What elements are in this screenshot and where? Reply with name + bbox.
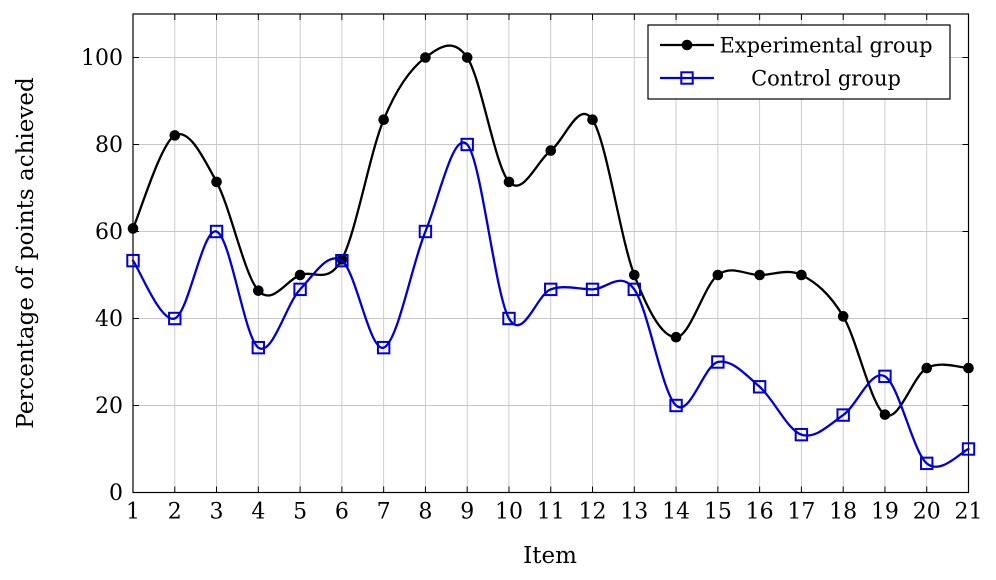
x-tick-label: 6: [335, 500, 349, 525]
x-tick-label: 8: [418, 500, 432, 525]
y-tick-label: 100: [81, 46, 123, 71]
legend-label: Experimental group: [719, 34, 932, 58]
marker-filled-circle: [670, 331, 682, 343]
y-axis-label: Percentage of points achieved: [13, 77, 39, 429]
x-tick-label: 21: [955, 500, 983, 525]
x-axis-label: Item: [523, 543, 577, 569]
marker-open-square: [168, 311, 182, 326]
y-tick-label: 20: [95, 394, 123, 419]
marker-open-square: [293, 282, 307, 297]
legend-marker-open-square: [680, 71, 694, 85]
y-tick-label: 80: [95, 133, 123, 158]
x-tick-label: 2: [168, 500, 182, 525]
marker-filled-circle: [754, 269, 765, 281]
marker-filled-circle: [503, 176, 515, 188]
marker-filled-circle: [963, 362, 974, 374]
x-tick-label: 1: [126, 500, 140, 525]
y-tick-label: 0: [109, 481, 123, 506]
marker-filled-circle: [253, 285, 264, 296]
marker-filled-circle: [211, 176, 222, 188]
marker-filled-circle: [169, 130, 181, 141]
x-tick-label: 18: [829, 500, 857, 525]
x-tick-label: 9: [460, 500, 474, 525]
marker-open-square: [669, 398, 683, 413]
marker-open-square: [376, 340, 391, 355]
marker-open-square: [961, 442, 976, 456]
x-tick-label: 12: [579, 500, 607, 525]
legend: Experimental group Control group: [647, 24, 951, 100]
x-tick-label: 14: [662, 500, 690, 525]
legend-box: [647, 24, 951, 100]
marker-filled-circle: [837, 311, 849, 322]
marker-filled-circle: [545, 145, 557, 156]
marker-filled-circle: [461, 52, 473, 63]
marker-filled-circle: [378, 114, 389, 126]
legend-entry-control-group: Control group: [660, 67, 901, 91]
marker-open-square: [585, 282, 600, 297]
y-tick-label: 60: [95, 220, 123, 245]
x-tick-label: 5: [293, 500, 307, 525]
marker-filled-circle: [921, 362, 933, 374]
legend-label: Control group: [751, 67, 901, 91]
x-tick-label: 4: [251, 500, 265, 525]
series-control-group: [126, 137, 976, 471]
legend-marker-filled-circle: [681, 39, 693, 51]
x-tick-label: 7: [377, 500, 391, 525]
marker-open-square: [418, 224, 433, 239]
marker-open-square: [711, 355, 725, 369]
marker-open-square: [544, 282, 558, 297]
x-tick-label: 17: [787, 500, 815, 525]
marker-open-square: [502, 311, 516, 326]
axes-frame-layer: [132, 13, 970, 494]
marker-filled-circle: [712, 269, 724, 281]
marker-filled-circle: [879, 409, 891, 420]
series-experimental-group: [127, 44, 974, 420]
marker-open-square: [878, 369, 892, 384]
series-layer: [126, 44, 976, 471]
series-line-experimental-group: [131, 44, 970, 417]
x-tick-label: 3: [210, 500, 224, 525]
x-tick-label: 13: [620, 500, 648, 525]
legend-entry-experimental-group: Experimental group: [660, 34, 933, 58]
x-tick-label: 19: [871, 500, 899, 525]
x-tick-label: 15: [704, 500, 732, 525]
marker-open-square: [460, 137, 474, 152]
marker-open-square: [251, 340, 266, 355]
marker-filled-circle: [796, 269, 807, 281]
marker-open-square: [335, 253, 349, 268]
x-tick-label: 11: [537, 500, 565, 525]
marker-filled-circle: [127, 223, 139, 234]
y-tick-label: 40: [95, 307, 123, 332]
marker-open-square: [126, 253, 140, 268]
marker-open-square: [209, 224, 224, 239]
x-tick-label: 16: [746, 500, 774, 525]
marker-open-square: [920, 456, 934, 471]
marker-filled-circle: [420, 52, 431, 63]
marker-filled-circle: [587, 114, 598, 126]
marker-open-square: [752, 380, 767, 394]
x-tick-label: 20: [913, 500, 941, 525]
marker-open-square: [794, 427, 809, 442]
marker-filled-circle: [294, 269, 306, 281]
marker-open-square: [836, 408, 850, 422]
x-tick-label: 10: [495, 500, 523, 525]
marker-filled-circle: [629, 269, 640, 281]
marker-open-square: [627, 282, 641, 297]
